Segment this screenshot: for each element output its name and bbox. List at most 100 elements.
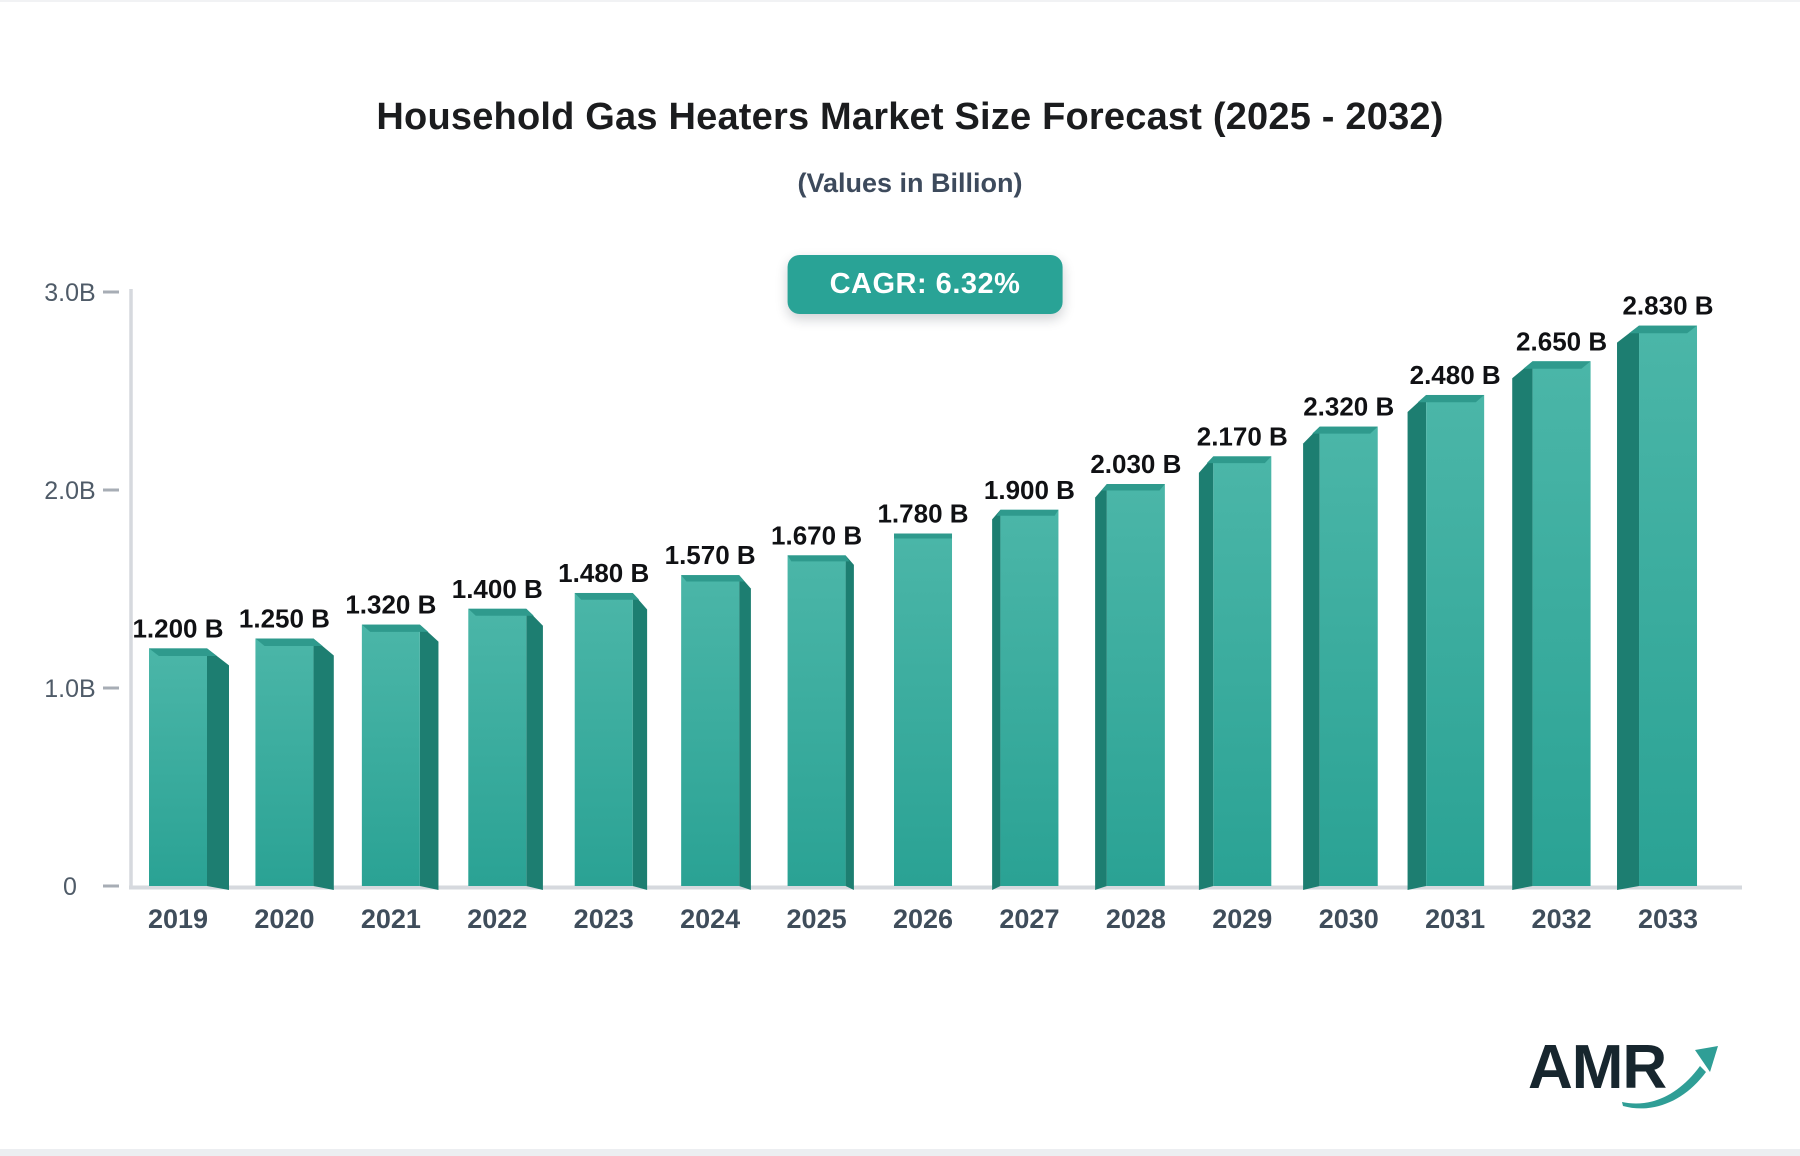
bar-group-2019 <box>149 648 229 890</box>
bar-2028[interactable] <box>1106 484 1165 886</box>
bar-side-face <box>1095 484 1107 890</box>
bar-value-label: 2.030 B <box>1090 449 1181 479</box>
x-axis-label: 2033 <box>1638 904 1698 934</box>
bar-group-2033 <box>1617 325 1698 890</box>
bar-value-label: 1.200 B <box>132 613 223 643</box>
bar-side-face <box>419 624 439 890</box>
bar-side-face <box>1617 325 1640 890</box>
bar-side-face <box>845 555 854 890</box>
bar-top-face <box>1523 361 1591 369</box>
bar-top-face <box>574 592 640 600</box>
bar-side-face <box>1198 456 1214 890</box>
x-axis-label: 2031 <box>1425 904 1485 934</box>
bar-group-2024 <box>681 575 751 890</box>
amr-logo: AMR <box>1528 1032 1718 1118</box>
bar-group-2027 <box>992 509 1059 890</box>
bar-top-face <box>894 533 953 539</box>
x-axis-label: 2020 <box>254 904 314 934</box>
bar-group-2026 <box>894 533 953 886</box>
x-axis-label: 2022 <box>467 904 527 934</box>
bar-2030[interactable] <box>1319 426 1378 886</box>
bar-2023[interactable] <box>574 592 633 886</box>
x-axis-label: 2024 <box>680 904 740 934</box>
bar-value-label: 1.900 B <box>984 475 1075 505</box>
bar-2031[interactable] <box>1426 394 1485 886</box>
bar-value-label: 2.320 B <box>1303 392 1394 422</box>
bar-group-2029 <box>1198 456 1272 890</box>
y-tick-label: 2.0B <box>44 477 95 505</box>
chart-subtitle: (Values in Billion) <box>797 168 1023 198</box>
bar-2022[interactable] <box>468 608 527 886</box>
x-axis-label: 2027 <box>999 904 1059 934</box>
bar-side-face <box>1303 426 1320 890</box>
bar-side-face <box>1512 361 1533 890</box>
page-bottom-edge <box>0 1149 1800 1156</box>
x-axis-label: 2025 <box>787 904 847 934</box>
bar-value-label: 1.250 B <box>239 604 330 634</box>
bar-side-face <box>739 575 751 890</box>
bar-2025[interactable] <box>787 555 846 886</box>
x-axis-label: 2032 <box>1532 904 1592 934</box>
bar-top-face <box>361 624 429 632</box>
bar-value-label: 1.670 B <box>771 520 862 550</box>
x-axis-label: 2021 <box>361 904 421 934</box>
bar-value-label: 1.780 B <box>877 499 968 529</box>
bar-top-face <box>1417 394 1485 403</box>
bar-group-2021 <box>361 624 439 890</box>
bar-top-face <box>1312 426 1378 434</box>
bar-side-face <box>1407 394 1427 890</box>
bar-value-label: 1.570 B <box>665 540 756 570</box>
x-axis-label: 2023 <box>574 904 634 934</box>
logo-arrow-icon <box>1622 1046 1718 1109</box>
bar-group-2030 <box>1303 426 1378 890</box>
y-tick-label: 0 <box>63 873 77 901</box>
bar-top-face <box>681 575 745 582</box>
bar-group-2028 <box>1095 484 1165 890</box>
bar-side-face <box>632 592 648 890</box>
amr-logo-text: AMR <box>1528 1033 1667 1102</box>
bar-group-2031 <box>1407 394 1485 890</box>
bar-2021[interactable] <box>361 624 420 886</box>
bar-2032[interactable] <box>1532 361 1591 886</box>
bar-2019[interactable] <box>149 648 207 886</box>
bar-group-2023 <box>574 592 648 890</box>
x-axis-label: 2026 <box>893 904 953 934</box>
bar-2027[interactable] <box>1000 509 1059 886</box>
bar-group-2020 <box>255 638 334 890</box>
bar-2020[interactable] <box>255 638 314 887</box>
bar-side-face <box>313 638 334 890</box>
bar-top-face <box>1629 325 1698 334</box>
x-axis-label: 2019 <box>148 904 208 934</box>
bar-2029[interactable] <box>1213 456 1272 886</box>
bar-side-face <box>526 608 543 890</box>
bar-value-label: 2.480 B <box>1410 360 1501 390</box>
y-tick-label: 3.0B <box>44 279 95 307</box>
bar-value-label: 1.400 B <box>452 574 543 604</box>
bar-group-2025 <box>787 555 854 890</box>
chart-title: Household Gas Heaters Market Size Foreca… <box>376 96 1444 138</box>
x-axis-label: 2029 <box>1212 904 1272 934</box>
x-axis-label: 2028 <box>1106 904 1166 934</box>
bar-top-face <box>149 648 217 657</box>
bar-top-face <box>787 555 850 562</box>
bar-2033[interactable] <box>1639 325 1698 886</box>
bar-value-label: 2.830 B <box>1622 291 1713 321</box>
y-tick-label: 1.0B <box>44 675 95 703</box>
page-top-edge <box>0 0 1800 2</box>
bar-group-2032 <box>1512 361 1591 890</box>
bar-value-label: 1.480 B <box>558 558 649 588</box>
bar-2024[interactable] <box>681 575 740 886</box>
bar-top-face <box>1101 484 1165 491</box>
bar-top-face <box>468 608 534 616</box>
bar-2026[interactable] <box>894 533 953 886</box>
cagr-badge: CAGR: 6.32% <box>787 255 1063 314</box>
bar-top-face <box>1206 456 1272 464</box>
bar-value-label: 2.170 B <box>1197 421 1288 451</box>
bar-top-face <box>996 509 1059 516</box>
bar-top-face <box>255 638 323 646</box>
bar-value-label: 2.650 B <box>1516 326 1607 356</box>
x-axis-label: 2030 <box>1319 904 1379 934</box>
bar-group-2022 <box>468 608 543 890</box>
